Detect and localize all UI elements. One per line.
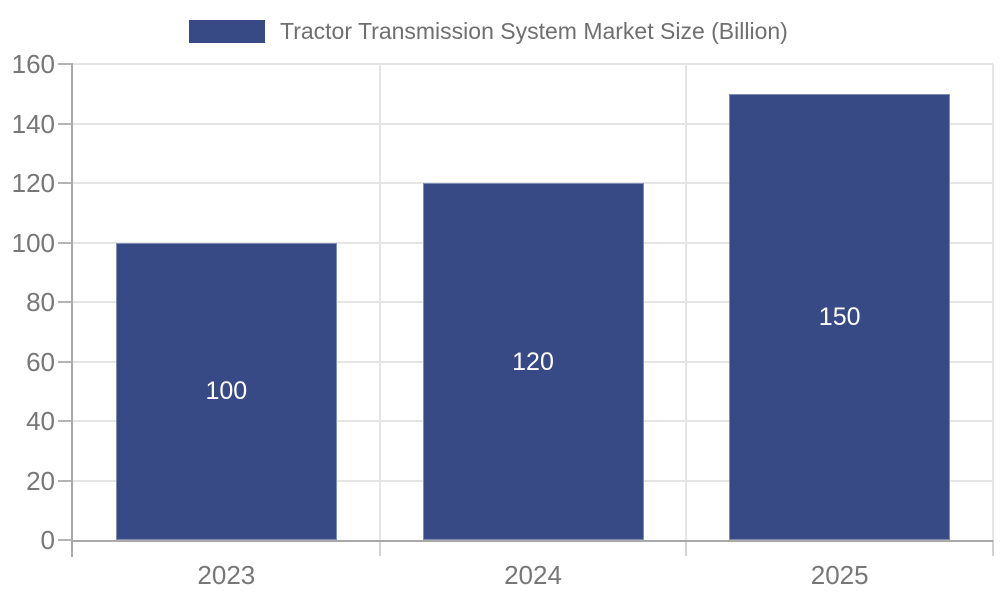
x-tick-mark	[992, 540, 994, 556]
chart-legend: Tractor Transmission System Market Size …	[189, 18, 788, 45]
y-tick-label: 120	[11, 168, 55, 198]
y-tick-label: 80	[26, 287, 55, 317]
y-tick-mark	[58, 182, 73, 184]
y-tick-mark	[58, 241, 73, 244]
gridline-vertical	[992, 64, 994, 540]
x-tick-mark	[685, 540, 688, 556]
gridline-horizontal	[73, 122, 993, 125]
y-tick-label: 100	[11, 227, 55, 258]
y-tick-mark	[58, 360, 73, 363]
gridline-vertical	[685, 64, 688, 540]
gridline-horizontal	[73, 63, 993, 65]
y-tick-mark	[58, 479, 73, 482]
bar-2025	[729, 93, 951, 540]
y-tick-mark	[58, 420, 73, 422]
y-tick-mark	[58, 539, 73, 541]
bar-2023	[115, 242, 337, 540]
y-tick-mark	[58, 63, 73, 65]
bar-value-label: 150	[818, 302, 861, 331]
y-tick-label: 60	[26, 346, 55, 377]
bar-2024	[422, 183, 644, 540]
bar-value-label: 120	[512, 347, 554, 376]
y-tick-label: 20	[26, 465, 55, 496]
x-tick-label: 2024	[504, 560, 562, 590]
y-tick-label: 0	[40, 525, 55, 555]
x-tick-label: 2025	[810, 560, 869, 590]
bar-value-label: 100	[205, 377, 248, 406]
legend-swatch	[189, 20, 265, 43]
legend-label: Tractor Transmission System Market Size …	[280, 18, 788, 44]
y-tick-mark	[58, 301, 73, 303]
y-tick-label: 140	[11, 108, 55, 139]
y-axis-line	[71, 64, 73, 557]
x-tick-label: 2023	[197, 560, 256, 590]
x-axis-line	[71, 540, 993, 542]
y-tick-label: 160	[11, 49, 55, 79]
y-tick-mark	[58, 122, 73, 125]
gridline-vertical	[378, 64, 381, 540]
y-tick-label: 40	[26, 406, 55, 436]
x-tick-mark	[378, 540, 381, 556]
